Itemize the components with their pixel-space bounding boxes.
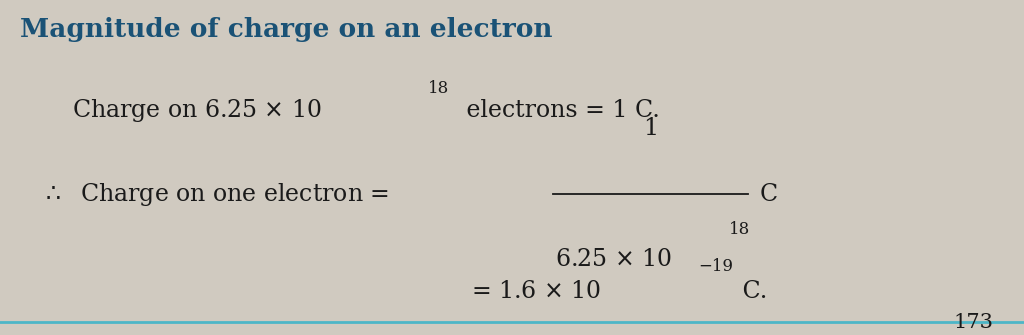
Text: 173: 173: [953, 313, 993, 332]
Text: 18: 18: [729, 221, 751, 238]
Text: C: C: [760, 183, 778, 206]
Text: electrons = 1 C.: electrons = 1 C.: [459, 99, 659, 122]
Text: Charge on 6.25 $\times$ 10: Charge on 6.25 $\times$ 10: [72, 97, 322, 124]
Text: 6.25 $\times$ 10: 6.25 $\times$ 10: [555, 248, 672, 271]
Text: Magnitude of charge on an electron: Magnitude of charge on an electron: [20, 17, 553, 42]
Text: 1: 1: [643, 118, 657, 140]
Text: = 1.6 $\times$ 10: = 1.6 $\times$ 10: [471, 280, 601, 303]
Text: 18: 18: [428, 80, 450, 97]
Text: $\therefore$  Charge on one electron =: $\therefore$ Charge on one electron =: [41, 181, 389, 208]
Text: C.: C.: [735, 280, 768, 303]
Text: −19: −19: [698, 258, 733, 275]
